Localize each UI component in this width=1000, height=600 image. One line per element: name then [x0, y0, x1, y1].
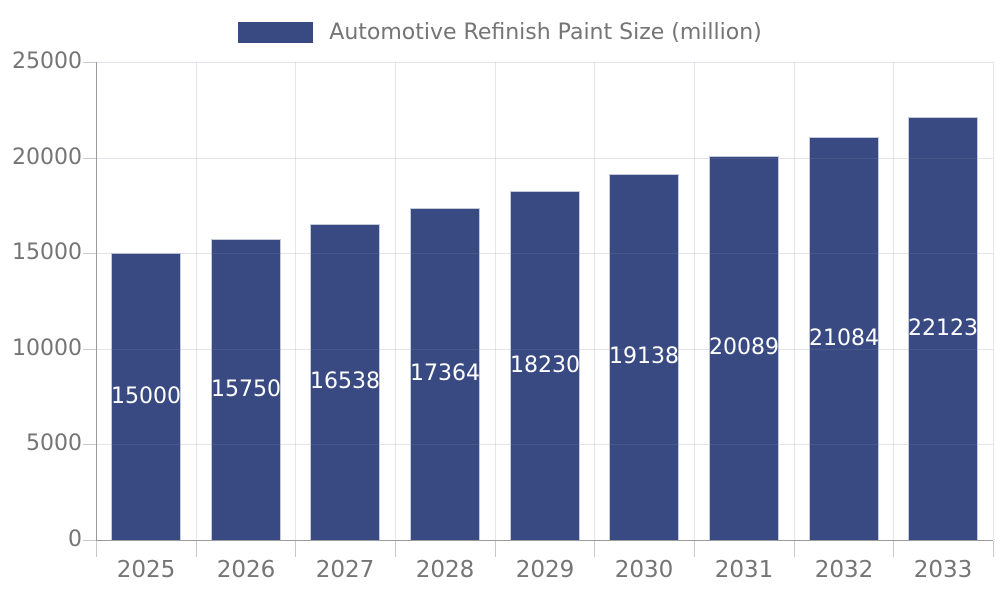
bar-value-label: 16538 — [310, 369, 380, 394]
vertical-gridline — [694, 62, 695, 540]
horizontal-gridline — [96, 62, 993, 63]
x-axis-line — [96, 540, 993, 541]
legend-label: Automotive Refinish Paint Size (million) — [329, 20, 762, 45]
y-axis-tick — [83, 158, 96, 159]
y-axis-tick — [83, 253, 96, 254]
x-axis-label: 2032 — [814, 557, 874, 583]
bar-value-label: 15750 — [211, 377, 281, 402]
bar-2028[interactable] — [410, 208, 480, 540]
x-axis-tick — [495, 541, 496, 557]
bar-value-label: 18230 — [510, 353, 580, 378]
vertical-gridline — [495, 62, 496, 540]
x-axis-label: 2028 — [415, 557, 475, 583]
horizontal-gridline — [96, 349, 993, 350]
y-axis-label: 0 — [68, 527, 82, 552]
x-axis-tick — [594, 541, 595, 557]
vertical-gridline — [395, 62, 396, 540]
x-axis-tick — [993, 541, 994, 557]
x-axis-tick — [196, 541, 197, 557]
y-axis-tick — [83, 444, 96, 445]
bar-2025[interactable] — [111, 253, 181, 540]
x-axis-tick — [794, 541, 795, 557]
vertical-gridline — [295, 62, 296, 540]
x-axis-tick — [295, 541, 296, 557]
y-axis-tick — [83, 62, 96, 63]
x-axis-label: 2026 — [216, 557, 276, 583]
bar-value-label: 21084 — [809, 326, 879, 351]
x-axis-tick — [395, 541, 396, 557]
horizontal-gridline — [96, 253, 993, 254]
y-axis-label: 10000 — [12, 336, 82, 361]
x-axis-label: 2025 — [116, 557, 176, 583]
x-axis-label: 2031 — [714, 557, 774, 583]
x-axis-tick — [893, 541, 894, 557]
bar-2026[interactable] — [211, 239, 281, 540]
bar-value-label: 15000 — [111, 384, 181, 409]
horizontal-gridline — [96, 158, 993, 159]
bar-2031[interactable] — [709, 156, 779, 540]
x-axis-tick — [694, 541, 695, 557]
x-axis-label: 2027 — [315, 557, 375, 583]
bar-value-label: 17364 — [410, 361, 480, 386]
y-axis-tick — [83, 540, 96, 541]
vertical-gridline — [893, 62, 894, 540]
bar-2030[interactable] — [609, 174, 679, 540]
bar-2029[interactable] — [510, 191, 580, 540]
x-axis-label: 2029 — [515, 557, 575, 583]
vertical-gridline — [196, 62, 197, 540]
y-axis-tick — [83, 349, 96, 350]
legend[interactable]: Automotive Refinish Paint Size (million) — [0, 20, 1000, 45]
legend-swatch[interactable] — [238, 22, 314, 43]
bar-value-label: 20089 — [709, 335, 779, 360]
x-axis-tick — [96, 541, 97, 557]
bar-value-label: 19138 — [609, 344, 679, 369]
y-axis-label: 25000 — [12, 49, 82, 74]
bar-2033[interactable] — [908, 117, 978, 540]
y-axis-label: 20000 — [12, 145, 82, 170]
horizontal-gridline — [96, 444, 993, 445]
bar-2027[interactable] — [310, 224, 380, 540]
vertical-gridline — [594, 62, 595, 540]
x-axis-label: 2030 — [614, 557, 674, 583]
y-axis-line — [96, 62, 97, 540]
bar-value-label: 22123 — [908, 316, 978, 341]
y-axis-label: 15000 — [12, 240, 82, 265]
y-axis-label: 5000 — [26, 431, 82, 456]
bar-2032[interactable] — [809, 137, 879, 540]
vertical-gridline — [993, 62, 994, 540]
x-axis-label: 2033 — [913, 557, 973, 583]
vertical-gridline — [794, 62, 795, 540]
